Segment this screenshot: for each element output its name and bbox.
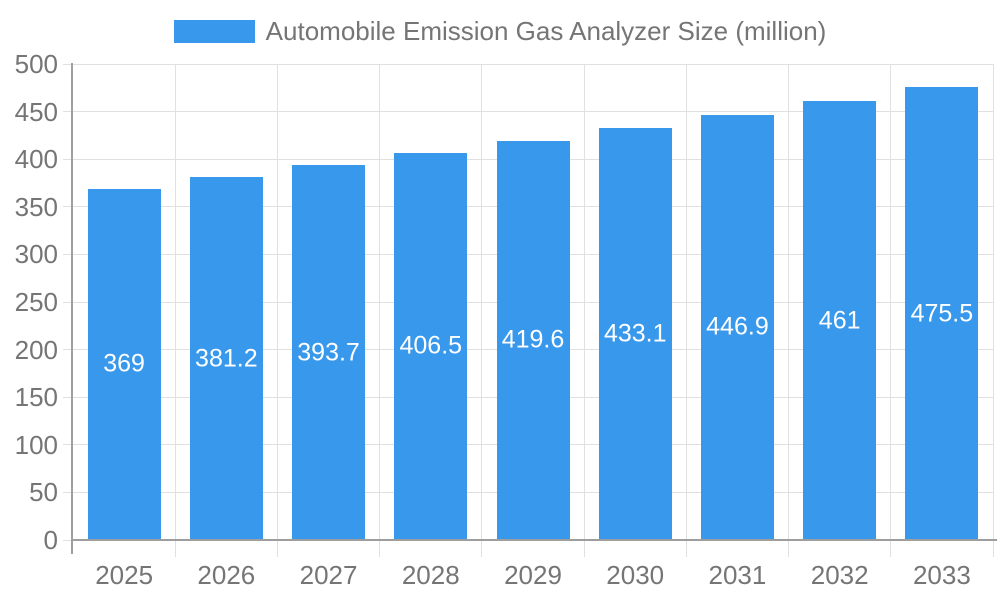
legend-swatch [173,20,255,43]
x-gridline [583,64,585,540]
x-axis-label-2031: 2031 [708,560,767,590]
y-gridline [73,63,993,65]
y-axis-tick-label: 350 [14,191,58,222]
y-axis-tick [63,396,73,398]
bar-2033: 475.5 [905,87,979,540]
y-axis-tick-label: 150 [14,382,58,413]
y-axis-tick [63,349,73,351]
x-axis-label-2028: 2028 [401,560,460,590]
y-axis-tick [63,206,73,208]
bar-value-label: 446.9 [706,312,769,341]
x-axis-label-2026: 2026 [197,560,256,590]
y-axis-tick [63,253,73,255]
y-axis-tick [63,158,73,160]
x-axis-tick [992,541,994,557]
bar-2028: 406.5 [394,153,468,540]
bar-value-label: 406.5 [399,331,463,360]
x-gridline [276,64,278,540]
x-axis-label-2027: 2027 [299,560,358,590]
y-axis-tick [63,444,73,446]
x-axis-label-2032: 2032 [810,560,869,590]
y-axis-tick-label: 500 [14,49,58,79]
x-gridline [890,64,892,540]
y-axis-tick-label: 300 [14,239,58,270]
x-axis-tick [788,541,790,557]
y-axis-tick-label: 0 [43,525,58,555]
x-gridline [992,64,994,540]
bar-2032: 461 [803,101,877,540]
bar-2025: 369 [87,188,161,540]
x-axis-tick [379,541,381,557]
bar-value-label: 461 [818,306,861,335]
bar-2031: 446.9 [700,114,774,540]
x-gridline [379,64,381,540]
bar-2029: 419.6 [496,140,570,540]
chart-legend: Automobile Emission Gas Analyzer Size (m… [0,16,1000,46]
bar-value-label: 369 [103,349,145,378]
x-gridline [788,64,790,540]
y-axis-tick [63,539,73,541]
legend-label: Automobile Emission Gas Analyzer Size (m… [265,16,827,46]
bar-value-label: 419.6 [501,325,565,354]
y-axis-tick [63,63,73,65]
y-axis-line [71,63,73,554]
y-axis-tick-label: 400 [14,144,58,175]
x-axis-line [71,539,997,541]
x-axis-tick [890,541,892,557]
bar-2027: 393.7 [292,165,366,540]
x-axis-label-2025: 2025 [95,560,154,590]
y-axis-tick [63,111,73,113]
x-gridline [481,64,483,540]
x-gridline [685,64,687,540]
x-axis-tick [481,541,483,557]
bar-2026: 381.2 [189,177,263,540]
bar-value-label: 381.2 [195,344,258,373]
y-axis-tick-label: 50 [29,477,58,508]
y-axis-tick-label: 200 [14,334,58,365]
y-axis-tick-label: 450 [14,96,58,127]
y-axis-tick [63,301,73,303]
x-axis-label-2029: 2029 [504,560,562,590]
x-axis-label-2033: 2033 [912,560,971,590]
x-axis-label-2030: 2030 [606,560,665,590]
x-axis-tick [276,541,278,557]
y-gridline [73,111,993,113]
x-gridline [174,64,176,540]
bar-value-label: 433.1 [603,319,667,348]
y-axis-tick [63,491,73,493]
y-axis-tick-label: 100 [14,429,58,460]
x-axis-tick [174,541,176,557]
bar-value-label: 475.5 [910,299,974,328]
x-axis-tick [685,541,687,557]
bar-value-label: 393.7 [297,338,360,367]
x-axis-tick [583,541,585,557]
bar-2030: 433.1 [598,127,672,540]
y-axis-tick-label: 250 [14,287,58,317]
